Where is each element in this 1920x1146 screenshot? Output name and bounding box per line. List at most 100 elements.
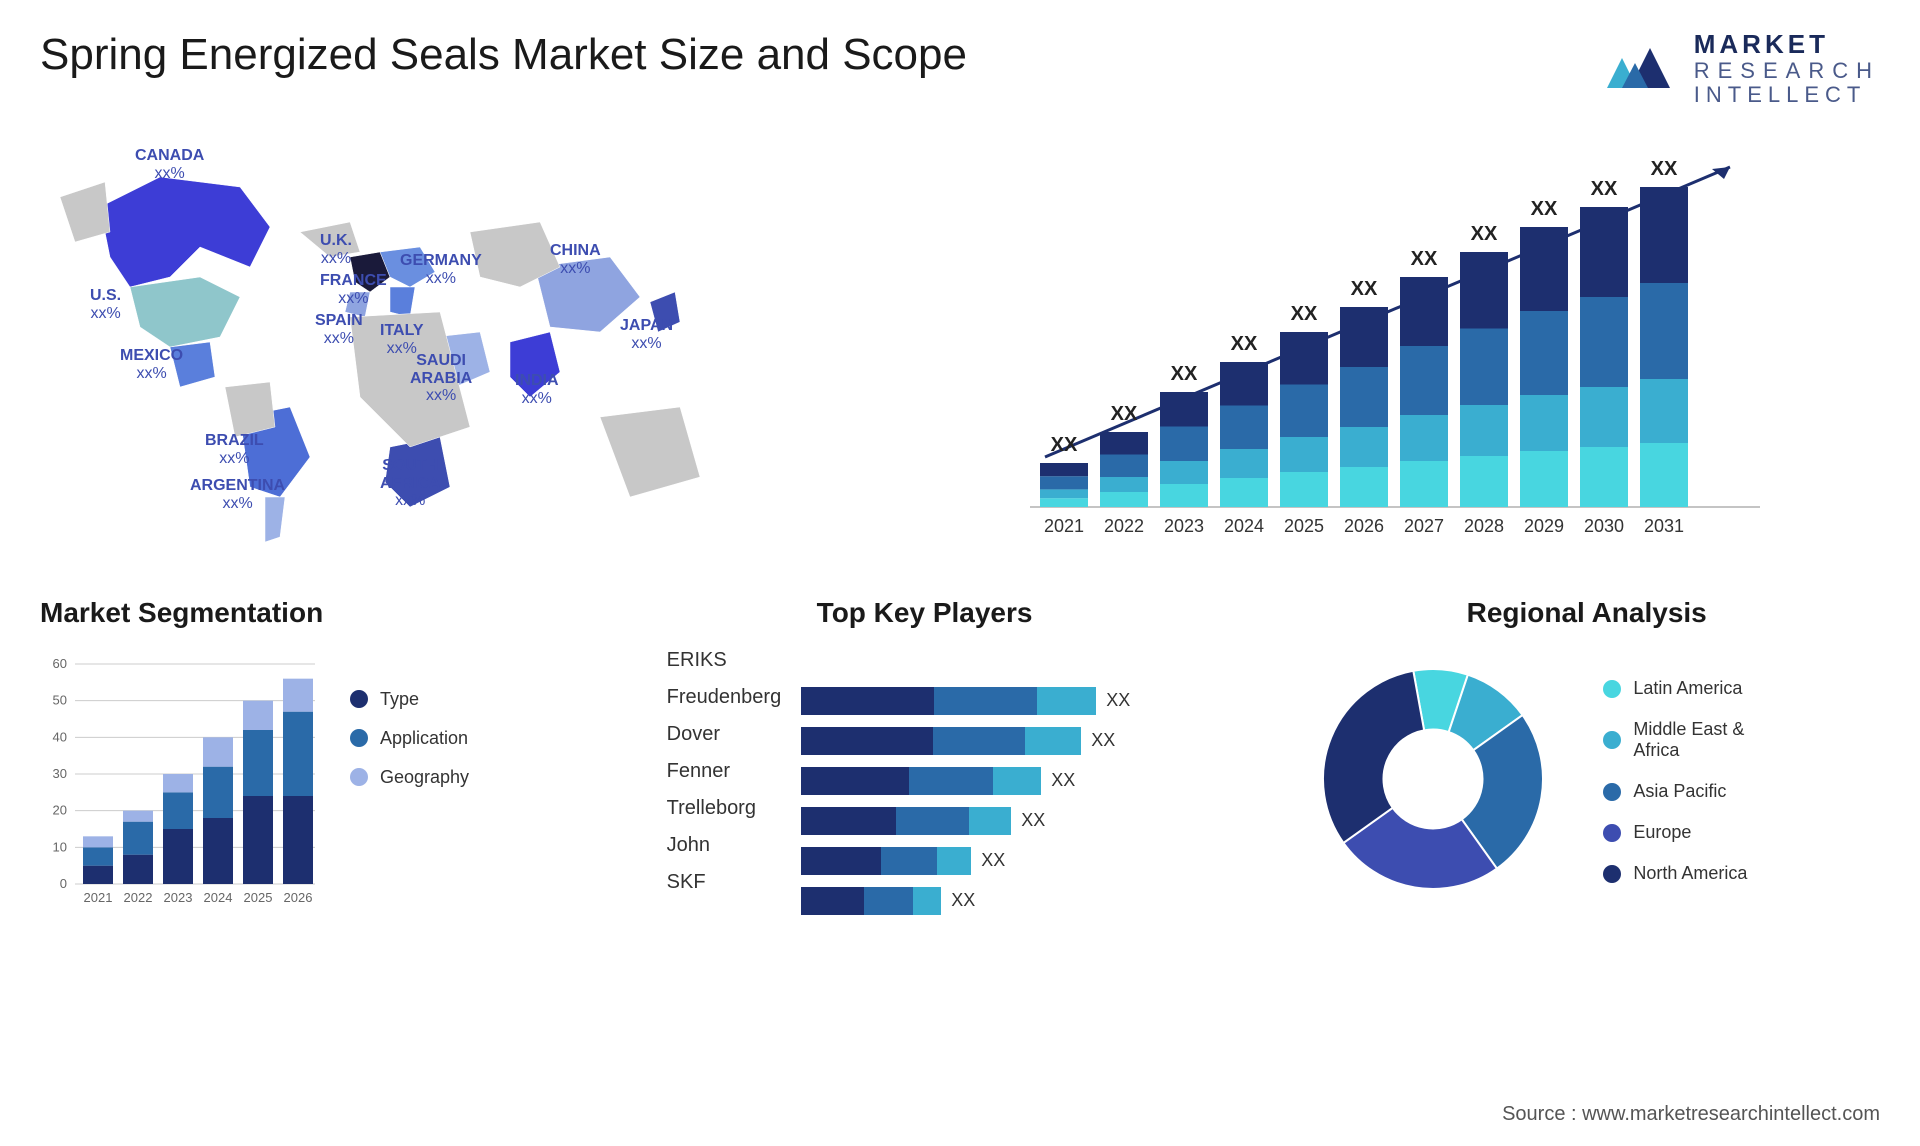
player-bar-row: XX [801,807,1130,835]
legend-item: Geography [350,767,469,788]
player-bar-seg [896,807,970,835]
player-bar-value: XX [1106,690,1130,711]
player-bar-row: XX [801,687,1130,715]
segmentation-legend: Type Application Geography [350,649,469,914]
map-label: JAPANxx% [620,317,673,352]
logo-text-1: MARKET [1694,30,1880,59]
player-bar-row: XX [801,767,1130,795]
svg-text:2023: 2023 [164,890,193,905]
player-bar-seg [801,887,864,915]
player-name: Dover [667,723,782,746]
legend-label: Middle East &Africa [1633,719,1744,761]
legend-dot [1603,680,1621,698]
player-bar-seg [909,767,993,795]
svg-text:50: 50 [53,693,67,708]
regional-panel: Regional Analysis Latin America Middle Ea… [1293,597,1880,915]
legend-dot [1603,731,1621,749]
player-bar-value: XX [1051,770,1075,791]
source-text: Source : www.marketresearchintellect.com [1502,1103,1880,1126]
player-bar-row: XX [801,847,1130,875]
svg-text:2028: 2028 [1464,516,1504,536]
player-name: ERIKS [667,649,782,672]
map-label: ARGENTINAxx% [190,477,285,512]
map-label: U.S.xx% [90,287,121,322]
logo-text-2: RESEARCH [1694,59,1880,83]
svg-text:0: 0 [60,876,67,891]
legend-item: Asia Pacific [1603,781,1747,802]
svg-text:2021: 2021 [1044,516,1084,536]
player-bar [801,767,1041,795]
regional-title: Regional Analysis [1293,597,1880,629]
svg-text:2024: 2024 [1224,516,1264,536]
player-bar-seg [969,807,1011,835]
legend-dot [1603,865,1621,883]
svg-text:2031: 2031 [1644,516,1684,536]
segmentation-title: Market Segmentation [40,597,627,629]
player-bar-value: XX [981,850,1005,871]
svg-text:XX: XX [1471,223,1498,245]
player-bar-value: XX [1021,810,1045,831]
svg-text:60: 60 [53,656,67,671]
legend-dot [1603,824,1621,842]
svg-text:2021: 2021 [84,890,113,905]
legend-dot [1603,783,1621,801]
player-bar-value: XX [951,890,975,911]
map-label: SPAINxx% [315,312,363,347]
legend-item: North America [1603,863,1747,884]
player-bar [801,887,941,915]
svg-text:2023: 2023 [1164,516,1204,536]
svg-text:XX: XX [1171,363,1198,385]
map-label: GERMANYxx% [400,252,482,287]
player-name: SKF [667,871,782,894]
legend-label: Type [380,689,419,710]
growth-bar-chart: XX2021XX2022XX2023XX2024XX2025XX2026XX20… [990,137,1880,567]
svg-text:30: 30 [53,766,67,781]
player-bar-seg [937,847,971,875]
svg-text:XX: XX [1231,333,1258,355]
player-bar-value: XX [1091,730,1115,751]
svg-text:2025: 2025 [244,890,273,905]
regional-legend: Latin America Middle East &Africa Asia Pac… [1603,678,1747,884]
player-bar-seg [801,807,896,835]
legend-label: North America [1633,863,1747,884]
svg-text:40: 40 [53,729,67,744]
svg-text:2030: 2030 [1584,516,1624,536]
player-bar [801,727,1081,755]
svg-text:XX: XX [1591,178,1618,200]
player-bar-row: XX [801,727,1130,755]
map-label: FRANCExx% [320,272,387,307]
player-bar-seg [864,887,913,915]
legend-item: Middle East &Africa [1603,719,1747,761]
svg-text:XX: XX [1291,303,1318,325]
player-name: Freudenberg [667,686,782,709]
map-label: CHINAxx% [550,242,601,277]
legend-item: Type [350,689,469,710]
page-title: Spring Energized Seals Market Size and S… [40,30,967,80]
logo-icon [1602,38,1682,98]
legend-label: Europe [1633,822,1691,843]
player-bar-seg [881,847,937,875]
player-bar-seg [801,767,909,795]
svg-text:2029: 2029 [1524,516,1564,536]
legend-item: Europe [1603,822,1747,843]
svg-text:XX: XX [1111,403,1138,425]
segmentation-panel: Market Segmentation 01020304050602021202… [40,597,627,915]
svg-text:20: 20 [53,803,67,818]
legend-label: Application [380,728,468,749]
player-bar-seg [913,887,941,915]
player-bar-seg [934,687,1037,715]
legend-dot [350,690,368,708]
players-panel: Top Key Players ERIKSFreudenbergDoverFen… [667,597,1254,915]
svg-text:2025: 2025 [1284,516,1324,536]
brand-logo: MARKET RESEARCH INTELLECT [1602,30,1880,107]
legend-dot [350,729,368,747]
player-bar-seg [933,727,1025,755]
player-names: ERIKSFreudenbergDoverFennerTrelleborgJoh… [667,649,782,915]
player-bar-seg [1025,727,1081,755]
player-bar [801,687,1096,715]
map-label: BRAZILxx% [205,432,264,467]
map-label: SAUDIARABIAxx% [410,352,472,405]
svg-text:2022: 2022 [1104,516,1144,536]
legend-item: Latin America [1603,678,1747,699]
player-name: Fenner [667,760,782,783]
